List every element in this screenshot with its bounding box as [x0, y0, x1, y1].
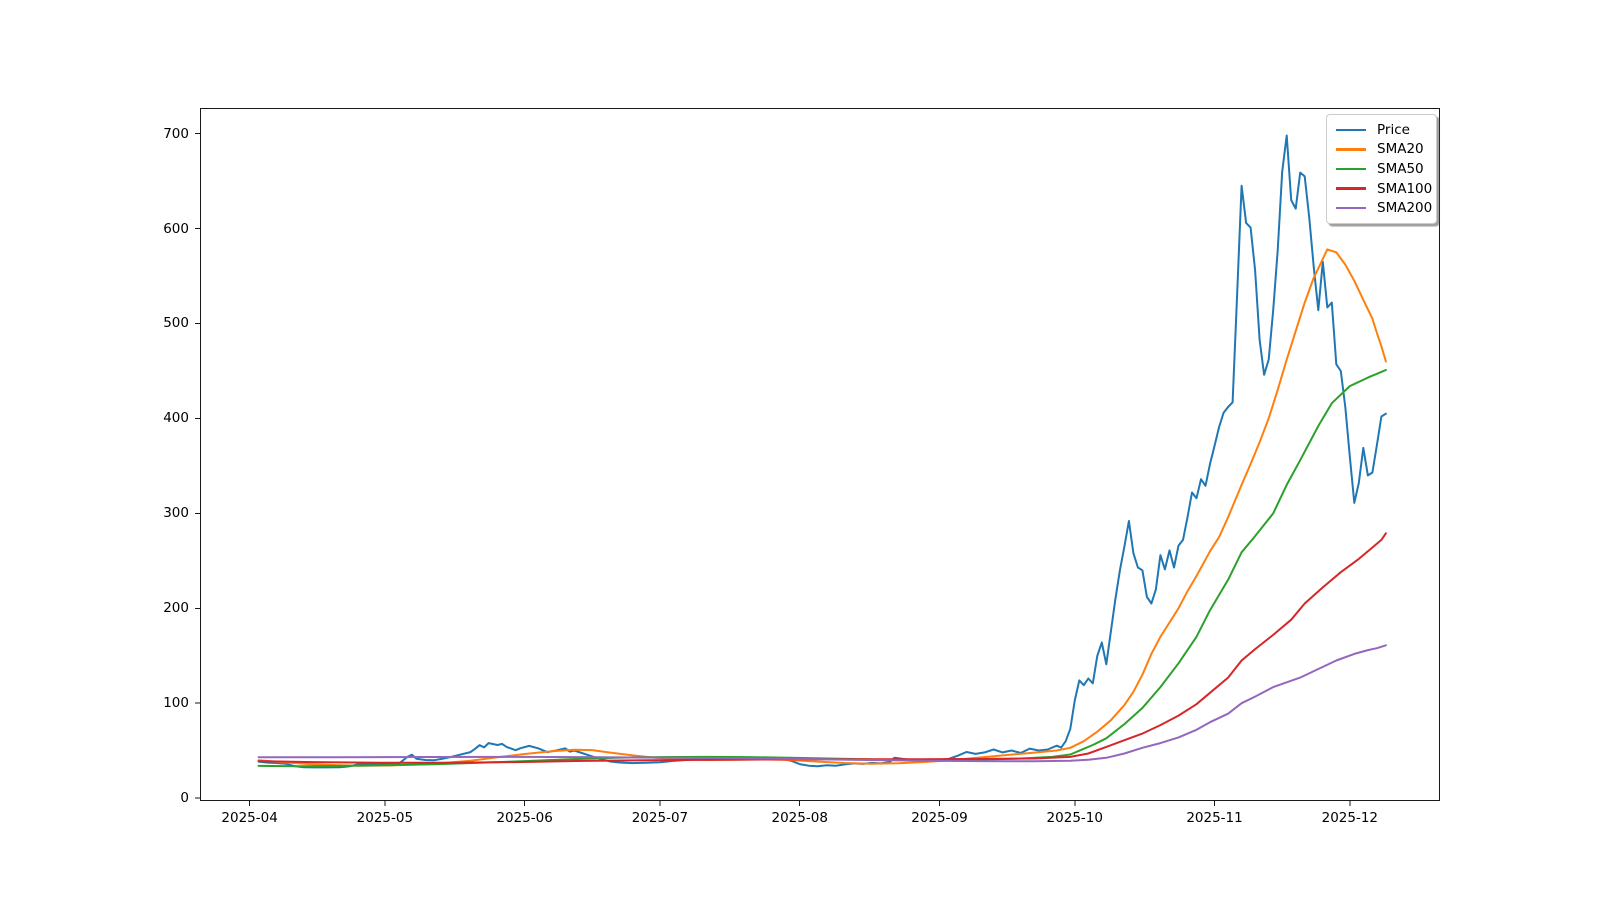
x-tick-label: 2025-04	[221, 810, 278, 826]
x-tick-label: 2025-12	[1321, 810, 1379, 826]
legend-swatch-sma200-icon	[1336, 206, 1366, 210]
x-tick-label: 2025-09	[911, 810, 968, 826]
legend-label: Price	[1377, 121, 1410, 138]
series-line-sma100	[257, 532, 1387, 764]
legend-label: SMA200	[1377, 200, 1433, 217]
legend: Price SMA20 SMA50 SMA100 SMA200	[1326, 114, 1437, 224]
x-tick-label: 2025-08	[771, 810, 828, 826]
series-line-price	[257, 134, 1387, 769]
legend-item-sma20: SMA20	[1327, 140, 1436, 160]
legend-swatch-sma50-icon	[1336, 167, 1366, 171]
y-tick-label: 100	[163, 695, 189, 712]
legend-swatch-sma100-icon	[1336, 187, 1366, 190]
legend-label: SMA50	[1377, 160, 1424, 177]
legend-item-price: Price	[1327, 120, 1436, 140]
legend-label: SMA20	[1377, 141, 1424, 158]
legend-swatch-price-icon	[1336, 128, 1366, 132]
y-tick-label: 200	[163, 600, 189, 617]
y-tick-label: 600	[163, 220, 189, 237]
x-tick-label: 2025-07	[631, 810, 689, 826]
legend-label: SMA100	[1377, 180, 1433, 197]
x-tick-label: 2025-11	[1186, 810, 1243, 826]
y-tick-label: 500	[163, 315, 189, 332]
series-line-sma50	[257, 369, 1387, 768]
legend-item-sma100: SMA100	[1327, 179, 1436, 199]
legend-item-sma50: SMA50	[1327, 159, 1436, 179]
plot-area	[195, 108, 1440, 806]
x-tick-label: 2025-10	[1046, 810, 1103, 826]
y-tick-label: 400	[163, 410, 189, 427]
series-line-sma200	[257, 644, 1387, 763]
y-tick-label: 0	[180, 790, 189, 807]
y-tick-label: 700	[163, 125, 189, 142]
x-tick-label: 2025-05	[356, 810, 414, 826]
chart-svg	[195, 108, 1440, 806]
x-tick-label: 2025-06	[496, 810, 553, 826]
y-tick-label: 300	[163, 505, 189, 522]
legend-item-sma200: SMA200	[1327, 198, 1436, 218]
plot-frame	[200, 108, 1440, 801]
series-line-sma20	[257, 248, 1387, 767]
legend-swatch-sma20-icon	[1336, 148, 1366, 151]
